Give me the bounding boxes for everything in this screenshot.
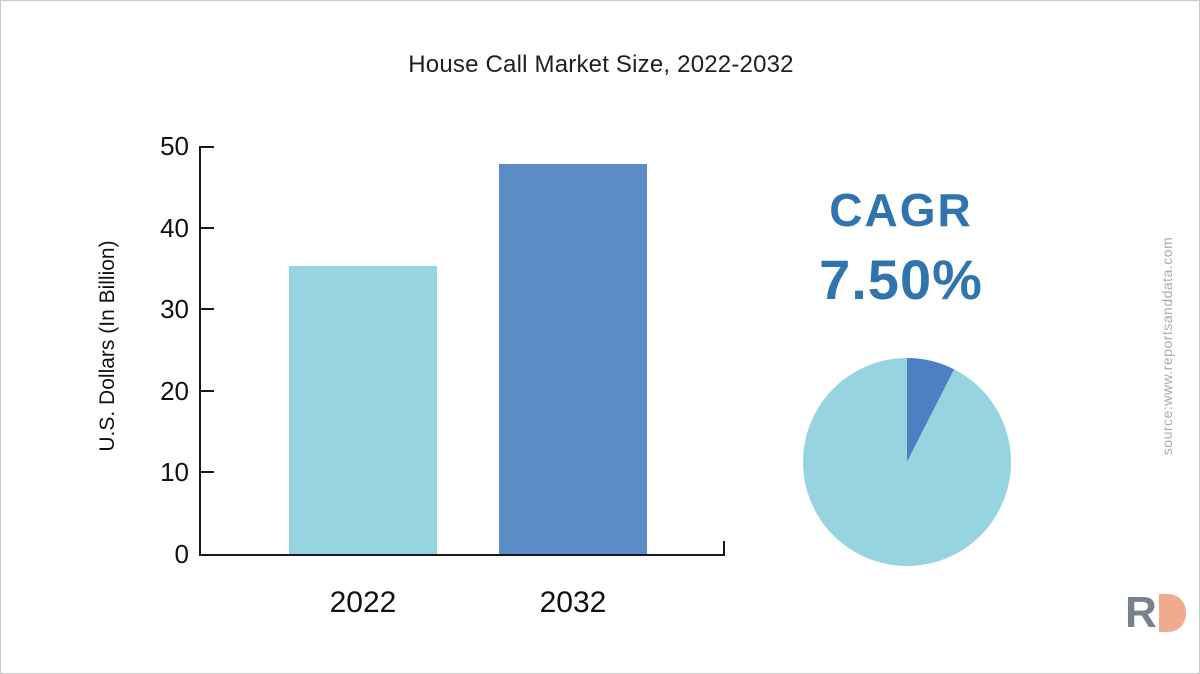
pie-slice: [907, 358, 955, 462]
bar-2032: [499, 163, 647, 554]
y-tick-mark: [201, 471, 214, 474]
y-tick-label: 30: [160, 294, 189, 325]
rd-logo-d-icon: [1158, 594, 1186, 632]
y-tick-label: 40: [160, 212, 189, 243]
pie-chart: [802, 358, 1011, 566]
y-axis-title: U.S. Dollars (In Billion): [96, 240, 119, 452]
y-tick-label: 20: [160, 375, 189, 406]
x-tick-label: 2022: [329, 586, 397, 619]
source-credit: source:www.reportsanddata.com: [1159, 236, 1175, 456]
cagr-label: CAGR: [829, 184, 973, 236]
y-tick-mark: [201, 146, 214, 148]
cagr-callout: CAGR 7.50%: [781, 183, 1021, 312]
y-tick-label: 0: [174, 539, 189, 569]
rd-logo: R: [1125, 588, 1187, 637]
cagr-value: 7.50%: [819, 248, 983, 311]
y-tick-label: 10: [160, 457, 189, 488]
pie-slice: [802, 358, 1011, 566]
x-axis-end-tick: [723, 541, 725, 554]
rd-logo-r-letter: R: [1125, 588, 1157, 637]
bar-2022: [289, 265, 437, 554]
y-tick-label: 50: [160, 131, 189, 161]
y-tick-mark: [201, 389, 214, 392]
y-tick-mark: [201, 226, 214, 229]
chart-title: House Call Market Size, 2022-2032: [408, 51, 794, 78]
y-tick-mark: [201, 308, 214, 311]
bar-plot-area: 0 10 20 30 40 50 2022 2032: [160, 133, 725, 619]
x-tick-label: 2032: [539, 586, 607, 619]
